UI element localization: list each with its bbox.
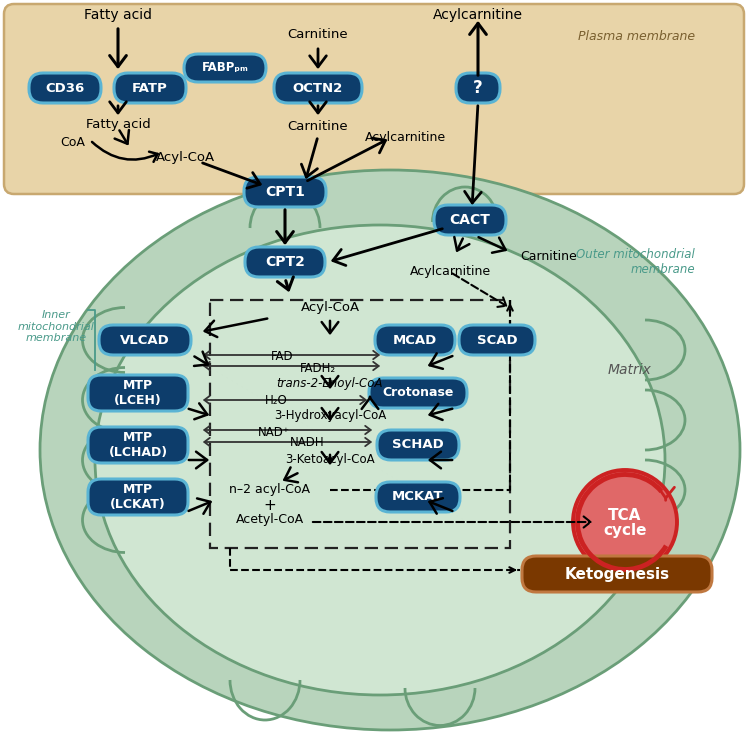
FancyBboxPatch shape: [274, 73, 362, 103]
FancyBboxPatch shape: [369, 378, 467, 408]
Text: TCA: TCA: [608, 509, 642, 523]
Text: Acylcarnitine: Acylcarnitine: [433, 8, 523, 22]
FancyBboxPatch shape: [4, 4, 744, 194]
Text: MCKAT: MCKAT: [392, 490, 444, 503]
Text: OCTN2: OCTN2: [293, 82, 343, 94]
Text: trans-2-Enoyl-CoA: trans-2-Enoyl-CoA: [277, 377, 383, 389]
Text: Fatty acid: Fatty acid: [85, 118, 150, 131]
Circle shape: [573, 470, 677, 574]
Text: SCAD: SCAD: [476, 333, 518, 347]
FancyBboxPatch shape: [99, 325, 191, 355]
Text: MTP
(LCHAD): MTP (LCHAD): [108, 431, 168, 459]
Text: n–2 acyl-CoA: n–2 acyl-CoA: [230, 484, 310, 497]
FancyBboxPatch shape: [88, 479, 188, 515]
Text: Acylcarnitine: Acylcarnitine: [364, 132, 446, 144]
FancyBboxPatch shape: [375, 325, 455, 355]
Text: Fatty acid: Fatty acid: [84, 8, 152, 22]
Text: NAD⁺: NAD⁺: [258, 425, 290, 439]
Text: Outer mitochondrial
membrane: Outer mitochondrial membrane: [576, 248, 695, 276]
Text: cycle: cycle: [603, 523, 647, 537]
Text: Acyl-CoA: Acyl-CoA: [156, 152, 215, 165]
Text: MTP
(LCEH): MTP (LCEH): [114, 379, 162, 407]
Text: Matrix: Matrix: [608, 363, 652, 377]
FancyBboxPatch shape: [114, 73, 186, 103]
Text: CoA: CoA: [60, 135, 85, 149]
Text: Carnitine: Carnitine: [288, 120, 349, 133]
Text: FATP: FATP: [132, 82, 168, 94]
FancyBboxPatch shape: [245, 247, 325, 277]
Text: CD36: CD36: [46, 82, 85, 94]
FancyBboxPatch shape: [88, 375, 188, 411]
Text: Plasma membrane: Plasma membrane: [578, 30, 695, 43]
Text: FAD: FAD: [272, 350, 294, 364]
FancyBboxPatch shape: [88, 427, 188, 463]
FancyBboxPatch shape: [522, 556, 712, 592]
Text: FADH₂: FADH₂: [300, 361, 336, 375]
FancyBboxPatch shape: [459, 325, 535, 355]
Text: ?: ?: [473, 79, 483, 97]
Text: CPT2: CPT2: [265, 255, 305, 269]
FancyBboxPatch shape: [184, 54, 266, 82]
Text: Ketogenesis: Ketogenesis: [565, 567, 669, 581]
Text: Carnitine: Carnitine: [288, 28, 349, 41]
FancyBboxPatch shape: [456, 73, 500, 103]
Text: VLCAD: VLCAD: [120, 333, 170, 347]
FancyBboxPatch shape: [434, 205, 506, 235]
FancyBboxPatch shape: [376, 482, 460, 512]
Text: NADH: NADH: [290, 436, 325, 450]
Text: Crotonase: Crotonase: [382, 386, 454, 400]
FancyBboxPatch shape: [244, 177, 326, 207]
FancyBboxPatch shape: [29, 73, 101, 103]
Text: 3-Hydroxyacyl-CoA: 3-Hydroxyacyl-CoA: [274, 409, 386, 422]
Text: +: +: [263, 498, 276, 512]
Text: Acetyl-CoA: Acetyl-CoA: [236, 514, 304, 526]
Text: CPT1: CPT1: [265, 185, 305, 199]
Text: FABPₚₘ: FABPₚₘ: [201, 62, 248, 74]
Text: Acyl-CoA: Acyl-CoA: [301, 302, 360, 314]
Text: CACT: CACT: [450, 213, 491, 227]
Text: SCHAD: SCHAD: [392, 439, 444, 451]
Text: H₂O: H₂O: [266, 394, 288, 406]
Text: MCAD: MCAD: [393, 333, 437, 347]
Text: Inner
mitochondrial
membrane: Inner mitochondrial membrane: [18, 310, 95, 343]
Ellipse shape: [95, 225, 665, 695]
Text: Carnitine: Carnitine: [520, 250, 577, 263]
Text: 3-Ketoacyl-CoA: 3-Ketoacyl-CoA: [285, 453, 375, 467]
FancyBboxPatch shape: [377, 430, 459, 460]
Text: Acylcarnitine: Acylcarnitine: [409, 266, 491, 278]
Ellipse shape: [40, 170, 740, 730]
Text: MTP
(LCKAT): MTP (LCKAT): [110, 483, 166, 511]
